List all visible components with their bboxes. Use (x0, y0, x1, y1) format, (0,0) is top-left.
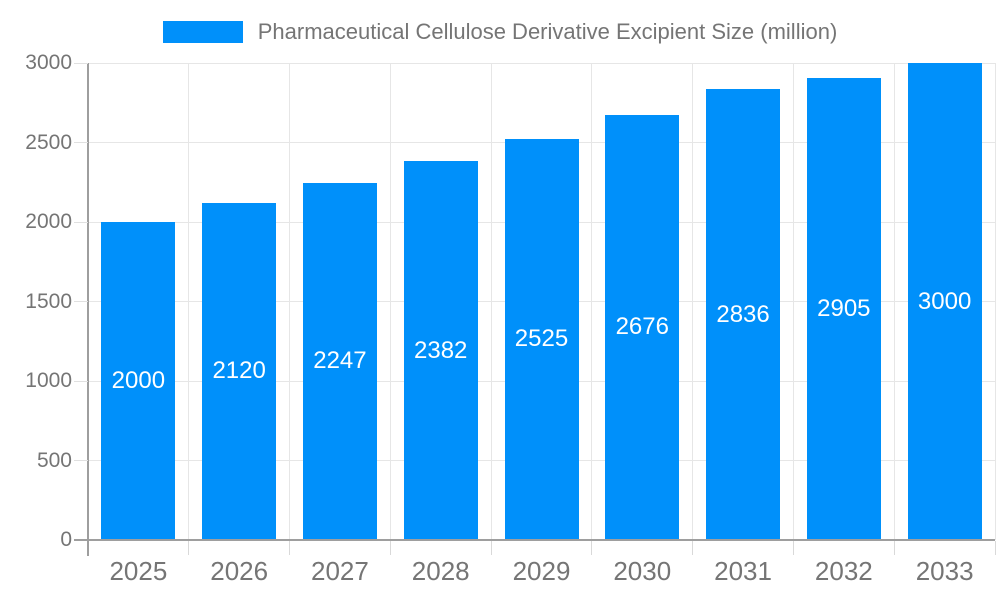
x-tick-mark (792, 541, 794, 555)
y-tick-mark (74, 62, 88, 64)
y-axis-label: 1000 (25, 369, 72, 392)
bar-value-label: 3000 (917, 287, 972, 315)
legend-swatch (162, 21, 243, 43)
y-tick-mark (74, 301, 88, 302)
x-gridline (792, 63, 794, 540)
x-gridline (389, 63, 391, 540)
bar-value-label: 2676 (615, 313, 669, 341)
bar-value-label: 2000 (111, 367, 166, 394)
x-tick-mark (389, 541, 391, 555)
x-gridline (490, 63, 492, 540)
x-tick-mark (591, 541, 593, 555)
y-tick-mark (74, 221, 88, 223)
y-axis-label: 3000 (25, 51, 72, 74)
bar-2029[interactable]: 2525 (504, 138, 579, 540)
y-axis-label: 2000 (25, 210, 72, 233)
x-gridline (692, 63, 694, 540)
y-axis-label: 500 (36, 448, 72, 472)
y-tick-mark (74, 380, 88, 382)
x-axis-label: 2028 (411, 556, 470, 586)
bar-2033[interactable]: 3000 (907, 63, 982, 540)
x-gridline (188, 63, 190, 540)
x-axis-label: 2026 (210, 556, 269, 586)
x-axis-label: 2025 (109, 556, 168, 586)
bar-value-label: 2836 (716, 300, 770, 328)
bar-2030[interactable]: 2676 (605, 114, 680, 540)
bar-value-label: 2120 (212, 357, 266, 385)
x-axis-label: 2029 (512, 556, 571, 586)
x-axis-label: 2027 (311, 556, 369, 586)
bar-2025[interactable]: 2000 (101, 222, 176, 540)
y-tick-mark (74, 460, 88, 461)
x-axis-baseline (74, 539, 995, 541)
x-tick-mark (289, 541, 291, 555)
x-axis-label: 2031 (714, 556, 772, 586)
y-axis-line (87, 63, 89, 556)
y-tick-mark (74, 142, 88, 143)
x-tick-mark (692, 541, 694, 555)
bar-2032[interactable]: 2905 (806, 78, 881, 540)
x-gridline (591, 63, 593, 540)
bar-2026[interactable]: 2120 (202, 202, 277, 540)
x-axis-label: 2033 (915, 556, 974, 586)
legend-label: Pharmaceutical Cellulose Derivative Exci… (257, 19, 838, 44)
plot-area: 2000 2120 2247 2382 2525 2676 2836 2905 3000 (88, 62, 996, 540)
x-tick-mark (188, 541, 190, 555)
bar-2028[interactable]: 2382 (403, 161, 478, 540)
legend[interactable]: Pharmaceutical Cellulose Derivative Exci… (0, 18, 1000, 46)
bar-2031[interactable]: 2836 (706, 89, 781, 540)
x-tick-mark (490, 541, 492, 555)
bar-value-label: 2905 (817, 295, 871, 323)
y-axis-label: 1500 (25, 289, 72, 313)
x-tick-mark (893, 541, 895, 555)
y-gridline (88, 62, 995, 64)
x-gridline (994, 63, 996, 540)
y-axis-label: 2500 (25, 130, 72, 154)
x-gridline (289, 63, 291, 540)
x-gridline (893, 63, 895, 540)
bar-value-label: 2247 (313, 347, 367, 375)
y-axis-label: 0 (60, 528, 72, 551)
bar-2027[interactable]: 2247 (302, 182, 377, 540)
x-tick-mark (994, 541, 996, 555)
x-axis-label: 2030 (613, 556, 672, 586)
x-axis-label: 2032 (814, 556, 873, 586)
bar-value-label: 2525 (514, 325, 569, 353)
bar-value-label: 2382 (414, 336, 468, 364)
